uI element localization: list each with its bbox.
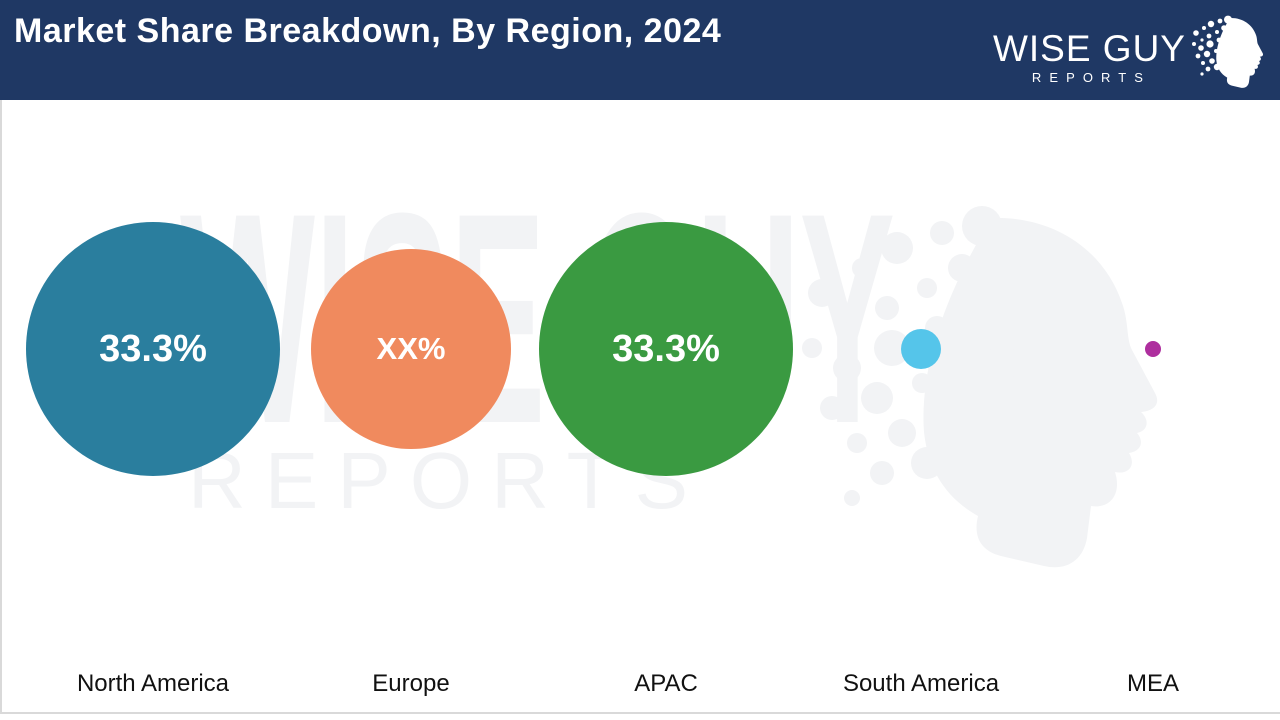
region-axis-label-apac: APAC [634,670,698,697]
region-bubble-apac: 33.3% [539,222,793,476]
region-value-label: XX% [376,331,446,366]
brand-logo: WISE GUY REPORTS [993,0,1280,96]
region-bubble-europe: XX% [311,249,511,449]
region-axis-label-europe: Europe [372,670,450,697]
region-bubble-mea [1145,341,1161,357]
region-axis-label-north-america: North America [76,670,230,697]
brand-name-text: WISE GUY [992,28,1186,69]
header-bar: Market Share Breakdown, By Region, 2024 … [0,0,1280,100]
chart-left-border [0,100,2,714]
region-axis-label-south-america: South America [842,670,1000,697]
page-title: Market Share Breakdown, By Region, 2024 [14,12,722,50]
region-value-label: 33.3% [612,327,720,370]
brand-head-icon [1192,15,1264,88]
region-bubble-south-america [901,329,941,369]
region-value-label: 33.3% [99,327,207,370]
region-axis-label-mea: MEA [1126,670,1179,697]
region-bubble-north-america: 33.3% [26,222,280,476]
brand-subtitle-text: REPORTS [1031,70,1151,85]
chart-bottom-border [0,712,1280,714]
brand-wordmark: WISE GUY REPORTS [993,30,1186,84]
